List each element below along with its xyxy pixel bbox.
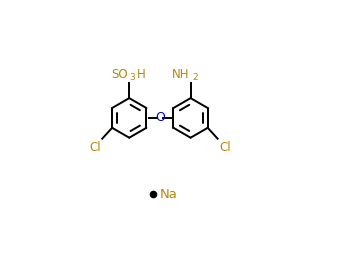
Text: SO: SO bbox=[112, 68, 128, 81]
Text: H: H bbox=[137, 68, 146, 81]
Text: Na: Na bbox=[160, 188, 178, 201]
Text: 3: 3 bbox=[130, 73, 135, 82]
Text: Cl: Cl bbox=[89, 141, 101, 154]
Text: 2: 2 bbox=[192, 73, 198, 82]
Text: NH: NH bbox=[172, 68, 190, 81]
Text: Cl: Cl bbox=[219, 141, 231, 154]
Text: O: O bbox=[155, 112, 165, 124]
